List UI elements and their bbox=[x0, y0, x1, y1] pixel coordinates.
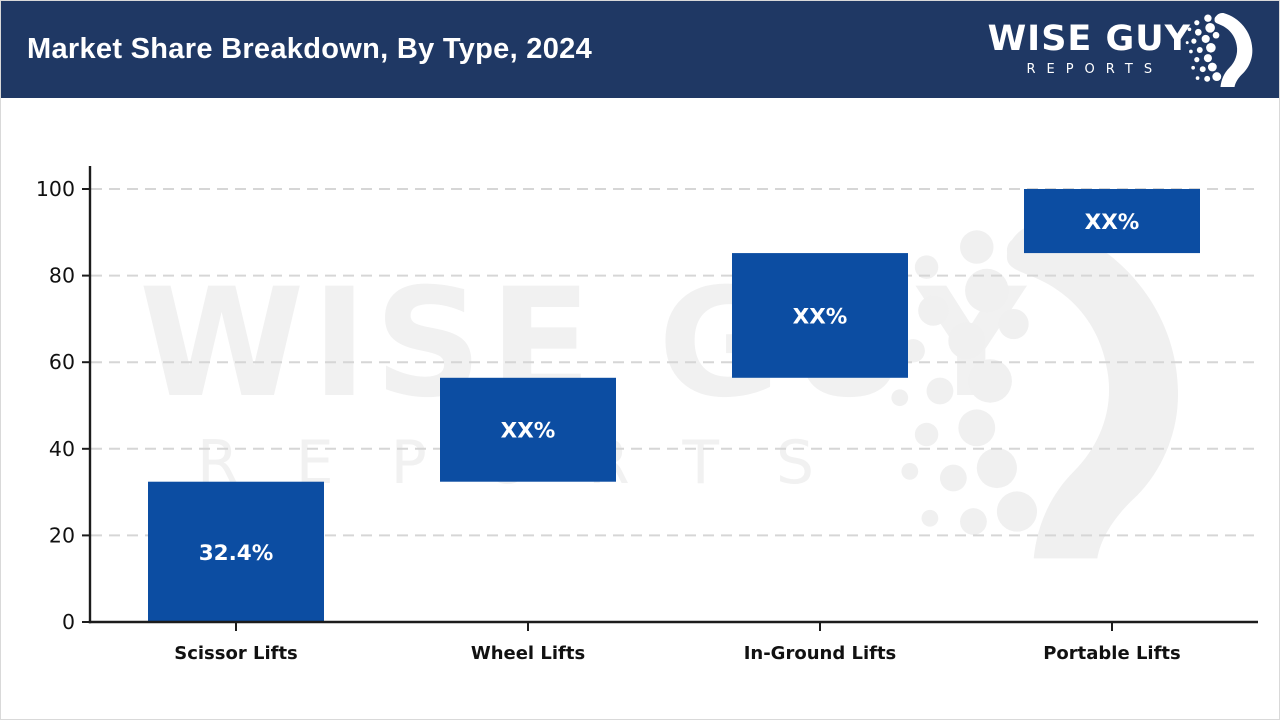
wise-guy-logo: WISE GUY REPORTS bbox=[988, 12, 1253, 88]
y-tick-label-0: 0 bbox=[62, 610, 75, 634]
bar-scissor-lifts bbox=[148, 481, 324, 622]
y-tick-label-100: 100 bbox=[36, 177, 75, 201]
y-tick-label-60: 60 bbox=[49, 350, 75, 374]
logo-head-icon bbox=[1185, 12, 1253, 88]
bar-label-wheel-lifts: XX% bbox=[501, 419, 556, 444]
bar-label-in-ground-lifts: XX% bbox=[793, 304, 848, 329]
x-tick-label-in-ground-lifts: In-Ground Lifts bbox=[744, 643, 897, 664]
y-tick-label-80: 80 bbox=[49, 264, 75, 288]
bar-portable-lifts bbox=[1024, 189, 1200, 254]
bar-in-ground-lifts bbox=[732, 253, 908, 378]
bar-wheel-lifts bbox=[440, 377, 616, 482]
logo-subtitle: REPORTS bbox=[1026, 62, 1164, 77]
y-tick-label-40: 40 bbox=[49, 437, 75, 461]
header-bar: Market Share Breakdown, By Type, 2024 WI… bbox=[1, 1, 1279, 98]
x-tick-label-portable-lifts: Portable Lifts bbox=[1043, 643, 1181, 664]
page-title: Market Share Breakdown, By Type, 2024 bbox=[27, 33, 593, 65]
logo-text: WISE GUY REPORTS bbox=[987, 19, 1191, 78]
bar-label-scissor-lifts: 32.4% bbox=[199, 541, 274, 566]
x-tick-label-scissor-lifts: Scissor Lifts bbox=[174, 643, 298, 664]
bar-label-portable-lifts: XX% bbox=[1085, 210, 1140, 235]
logo-name: WISE GUY bbox=[987, 19, 1191, 59]
y-tick-label-20: 20 bbox=[49, 523, 75, 547]
x-tick-label-wheel-lifts: Wheel Lifts bbox=[471, 643, 585, 664]
